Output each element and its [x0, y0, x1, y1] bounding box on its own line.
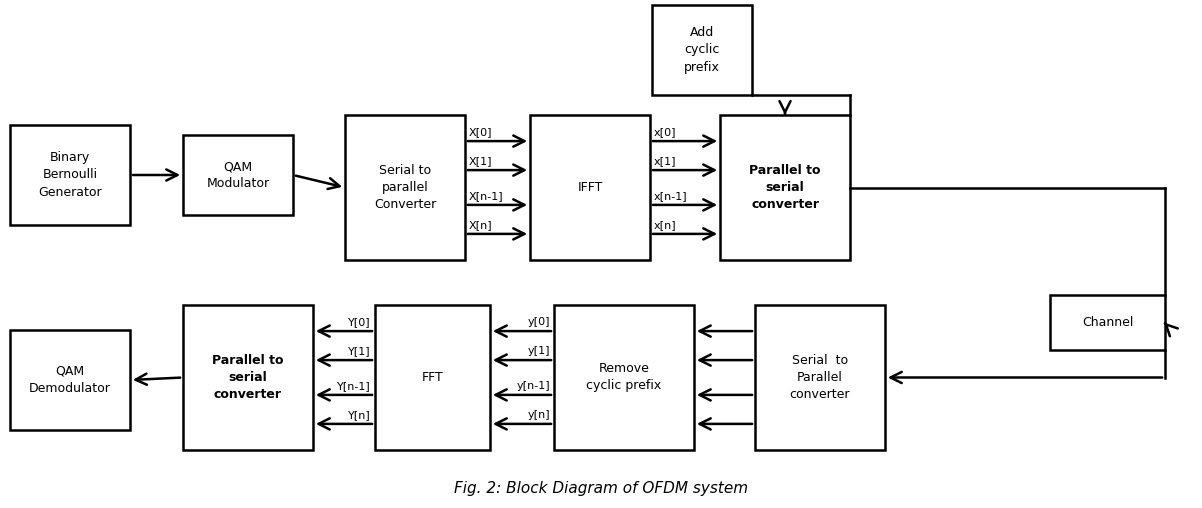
Text: Y[n]: Y[n]	[349, 410, 371, 420]
Text: x[0]: x[0]	[654, 127, 677, 137]
Text: IFFT: IFFT	[577, 181, 602, 194]
Text: x[n]: x[n]	[654, 220, 677, 230]
Text: Serial  to
Parallel
converter: Serial to Parallel converter	[790, 354, 850, 401]
Bar	[183, 305, 313, 450]
Text: y[n]: y[n]	[528, 410, 551, 420]
Bar	[345, 115, 465, 260]
Bar	[651, 5, 752, 95]
Bar	[10, 125, 130, 225]
Bar	[720, 115, 850, 260]
Text: Binary
Bernoulli
Generator: Binary Bernoulli Generator	[38, 151, 102, 199]
Text: Serial to
parallel
Converter: Serial to parallel Converter	[374, 164, 436, 211]
Bar	[1051, 295, 1165, 350]
Text: Remove
cyclic prefix: Remove cyclic prefix	[587, 363, 661, 393]
Bar	[375, 305, 490, 450]
Text: Y[n-1]: Y[n-1]	[338, 381, 371, 391]
Text: Y[1]: Y[1]	[349, 346, 371, 356]
Bar	[10, 330, 130, 430]
Bar	[755, 305, 885, 450]
Bar	[183, 135, 293, 215]
Text: Parallel to
serial
converter: Parallel to serial converter	[213, 354, 284, 401]
Text: x[1]: x[1]	[654, 156, 677, 166]
Text: X[n-1]: X[n-1]	[469, 191, 504, 201]
Bar	[530, 115, 650, 260]
Text: QAM
Demodulator: QAM Demodulator	[29, 365, 111, 395]
Text: X[0]: X[0]	[469, 127, 493, 137]
Text: Parallel to
serial
converter: Parallel to serial converter	[749, 164, 821, 211]
Text: x[n-1]: x[n-1]	[654, 191, 688, 201]
Bar	[554, 305, 694, 450]
Text: y[1]: y[1]	[528, 346, 551, 356]
Text: Y[0]: Y[0]	[349, 317, 371, 327]
Text: Add
cyclic
prefix: Add cyclic prefix	[684, 26, 720, 74]
Text: y[0]: y[0]	[528, 317, 551, 327]
Text: X[n]: X[n]	[469, 220, 493, 230]
Text: Fig. 2: Block Diagram of OFDM system: Fig. 2: Block Diagram of OFDM system	[454, 481, 748, 496]
Text: FFT: FFT	[422, 371, 444, 384]
Text: y[n-1]: y[n-1]	[517, 381, 551, 391]
Text: QAM
Modulator: QAM Modulator	[207, 160, 269, 190]
Text: X[1]: X[1]	[469, 156, 493, 166]
Text: Channel: Channel	[1082, 316, 1133, 329]
